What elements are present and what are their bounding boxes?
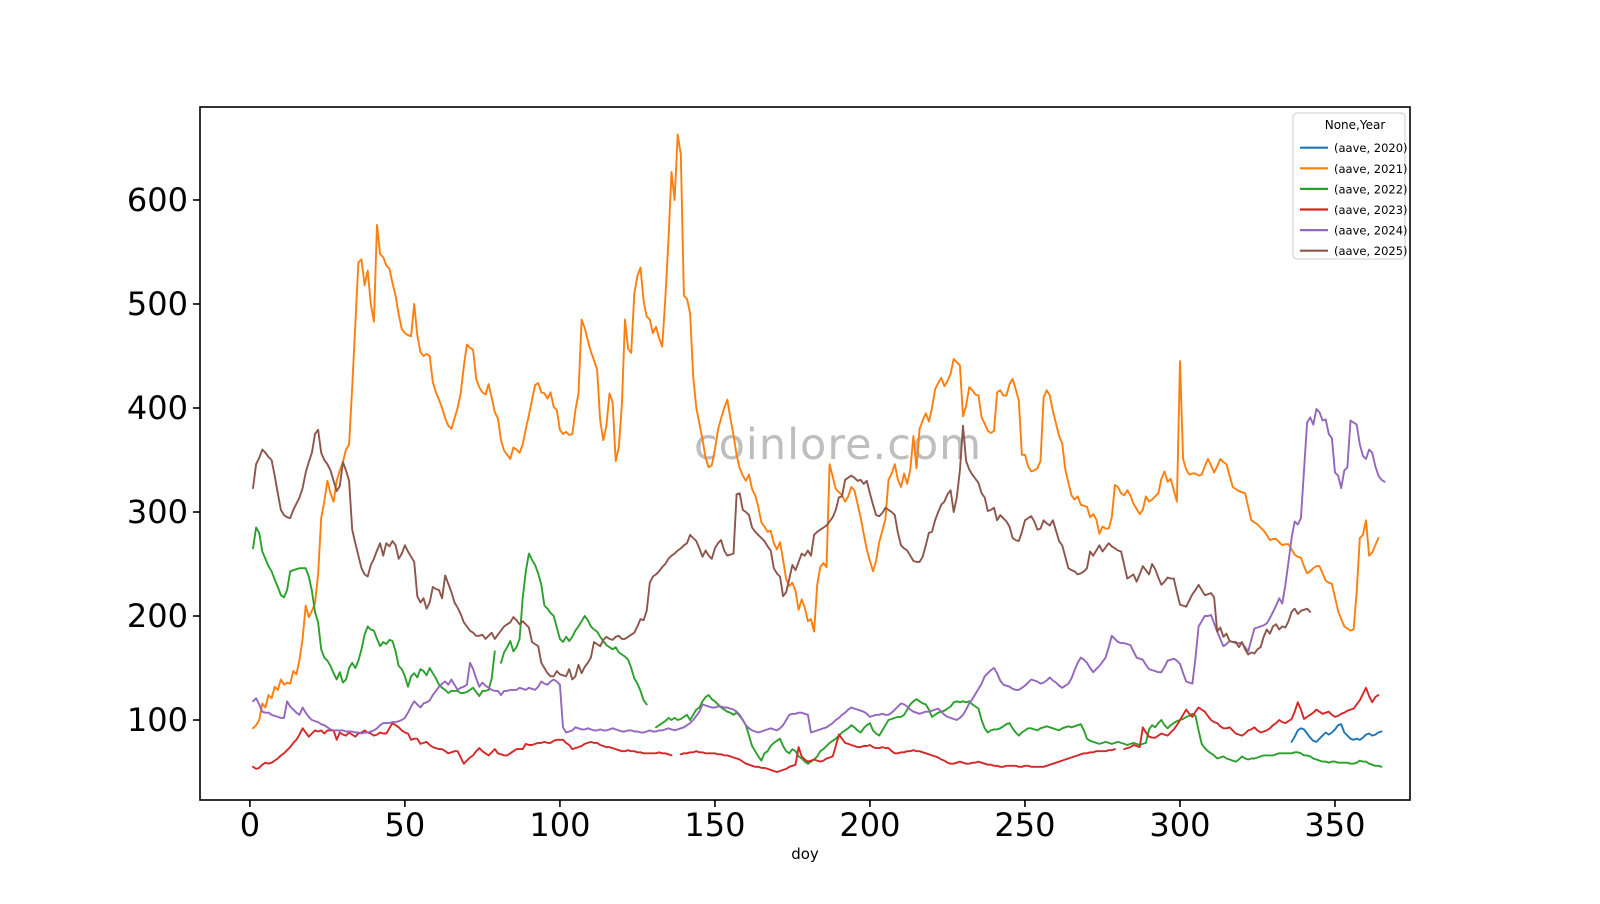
legend: None,Year (aave, 2020) (aave, 2021) (aave, … xyxy=(1292,112,1408,260)
x-axis-label: doy xyxy=(791,845,819,863)
x-tick-label: 300 xyxy=(1149,806,1210,844)
legend-entry-label: (aave, 2020) xyxy=(1334,141,1408,155)
y-tick-label: 200 xyxy=(127,597,188,635)
y-tick-label: 300 xyxy=(127,493,188,531)
x-tick-label: 50 xyxy=(385,806,426,844)
series-line-aave-2024 xyxy=(252,408,1386,735)
series-line-aave-2022 xyxy=(252,526,1383,768)
x-tick-label: 150 xyxy=(684,806,745,844)
legend-title: None,Year xyxy=(1325,118,1386,132)
legend-entry-label: (aave, 2021) xyxy=(1334,162,1408,176)
series-line-aave-2023 xyxy=(252,686,1380,773)
x-tick-label: 0 xyxy=(240,806,260,844)
axes: 0 50 100 150 200 250 300 350 100 200 300 400 500 600 xyxy=(127,106,1411,844)
x-tick-label: 250 xyxy=(994,806,1055,844)
series-line-aave-2025 xyxy=(252,424,1312,681)
series-lines xyxy=(252,133,1386,773)
plot-border xyxy=(199,106,1411,801)
legend-entry-label: (aave, 2025) xyxy=(1334,244,1408,258)
legend-entry-label: (aave, 2024) xyxy=(1334,224,1408,238)
y-tick-label: 500 xyxy=(127,285,188,323)
legend-box xyxy=(1292,112,1406,260)
y-tick-label: 100 xyxy=(127,701,188,739)
x-tick-label: 100 xyxy=(529,806,590,844)
y-tick-label: 600 xyxy=(127,181,188,219)
series-line-aave-2021 xyxy=(252,133,1380,730)
series-line-aave-2020 xyxy=(1290,723,1383,743)
x-tick-label: 200 xyxy=(839,806,900,844)
watermark: coinlore.com xyxy=(694,420,982,470)
y-tick-label: 400 xyxy=(127,389,188,427)
x-tick-label: 350 xyxy=(1304,806,1365,844)
legend-entry-label: (aave, 2022) xyxy=(1334,182,1408,196)
legend-entry-label: (aave, 2023) xyxy=(1334,203,1408,217)
